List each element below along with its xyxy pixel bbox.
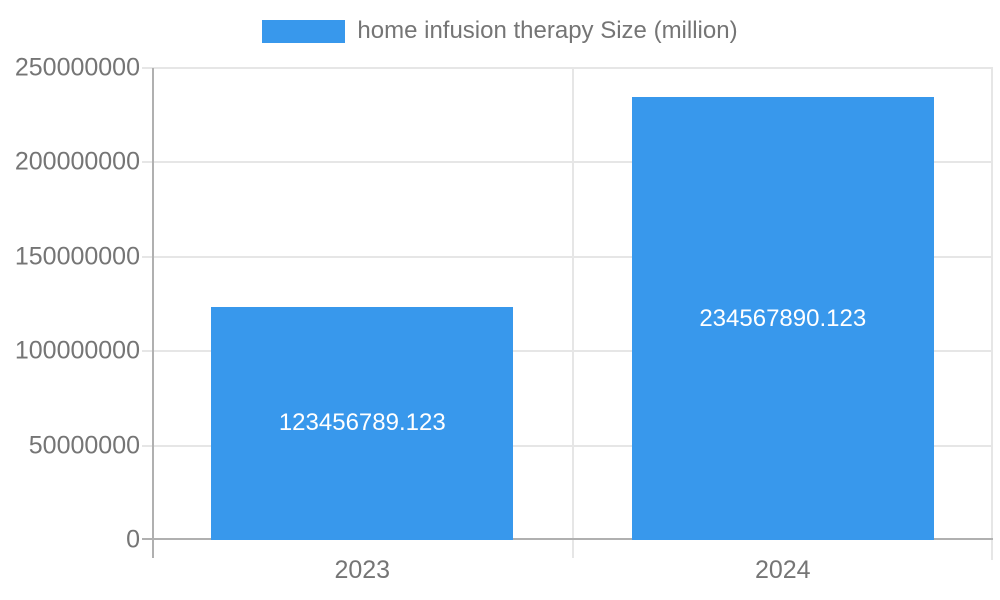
bar-2024[interactable] (631, 97, 934, 540)
y-axis-tick-label: 50000000 (28, 431, 140, 460)
plot-right-border (991, 68, 993, 560)
y-axis-tick-label: 150000000 (14, 242, 140, 271)
bar-2023[interactable] (211, 306, 514, 540)
y-axis-tick-label: 100000000 (14, 336, 140, 365)
y-gridline (142, 67, 993, 69)
x-axis-category-label: 2023 (334, 556, 391, 584)
x-axis-category-label: 2024 (754, 556, 811, 584)
y-axis-tick-label: 250000000 (14, 53, 140, 82)
category-separator-gridline (571, 68, 574, 558)
legend-label: home infusion therapy Size (million) (357, 17, 738, 44)
y-axis-tick-label: 200000000 (14, 147, 140, 176)
plot-area: 0 50000000 100000000 150000000 200000000 2500… (15, 54, 993, 584)
y-axis-tick-label: 0 (126, 525, 140, 554)
legend: home infusion therapy Size (million) (0, 17, 1000, 45)
legend-swatch (262, 19, 346, 43)
x-axis-line (142, 538, 993, 540)
y-axis-line (152, 68, 154, 558)
